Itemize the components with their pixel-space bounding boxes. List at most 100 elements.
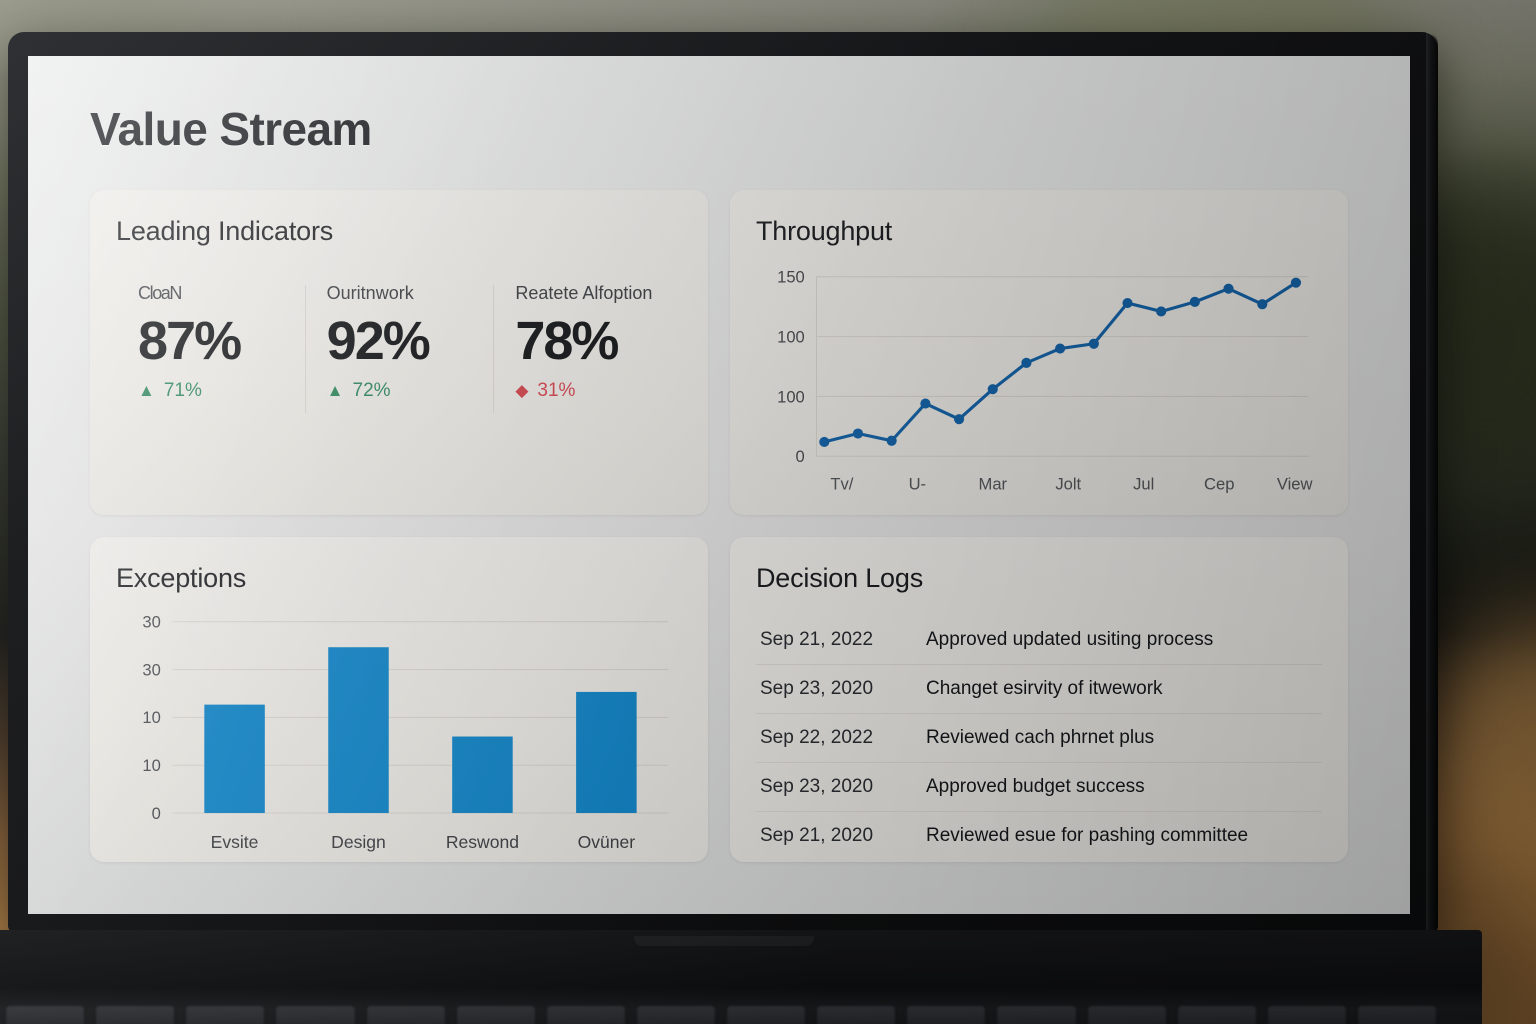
keyboard-key: [727, 1006, 806, 1024]
bar-category-label: Design: [331, 832, 386, 852]
kpi-label: Reatete Alfoption: [515, 283, 653, 303]
line-data-point: [920, 398, 931, 409]
decision-log-row[interactable]: Sep 22, 2022 Reviewed cach phrnet plus: [756, 714, 1322, 763]
log-date: Sep 21, 2020: [760, 825, 874, 846]
keyboard-key: [1087, 1006, 1166, 1024]
kpi-metric[interactable]: Reatete Alfoption 78% ◆ 31%: [493, 283, 682, 413]
line-data-point: [819, 436, 830, 447]
kpi-delta-value: 31%: [537, 379, 576, 401]
line-data-point: [1122, 297, 1133, 309]
keyboard-key: [817, 1006, 896, 1024]
x-axis-tick-label: View: [1277, 474, 1314, 493]
card-title-leading-indicators: Leading Indicators: [116, 216, 334, 246]
decision-log-row[interactable]: Sep 21, 2022 Approved updated usiting pro…: [756, 616, 1322, 665]
bar: [576, 691, 637, 814]
laptop-lid-edge: [1426, 32, 1438, 932]
keyboard-key: [1177, 1006, 1256, 1024]
kpi-label: CloaN: [138, 283, 182, 303]
y-axis-tick-label: 0: [152, 804, 161, 823]
keyboard-key: [1267, 1006, 1346, 1024]
decision-logs-list: Sep 21, 2022 Approved updated usiting pro…: [756, 612, 1322, 860]
throughput-chart[interactable]: 150 100 100 0 Tv/U- Mar Jolt Jul Cep View: [756, 265, 1322, 509]
card-throughput: Throughput 150 100 100 0 Tv/U- Mar Jolt Jul Cep V…: [730, 190, 1348, 515]
line-data-point: [954, 414, 965, 425]
log-date: Sep 23, 2020: [760, 776, 874, 797]
log-date: Sep 22, 2022: [760, 727, 874, 748]
keyboard-key: [456, 1006, 535, 1024]
card-decision-logs: Decision Logs Sep 21, 2022 Approved updat…: [730, 537, 1348, 862]
line-data-point: [1223, 283, 1234, 294]
x-axis-tick-label: Cep: [1204, 474, 1234, 493]
card-exceptions: Exceptions 30 30 10 10 0 Evsite Design Reswond O…: [90, 537, 708, 862]
y-axis-tick-label: 150: [777, 268, 805, 287]
keyboard-key: [276, 1006, 355, 1024]
x-axis-tick-label: U-: [909, 474, 927, 493]
line-data-point: [1055, 343, 1066, 354]
line-data-point: [1290, 277, 1302, 288]
line-series-path: [822, 281, 1298, 444]
kpi-value: 78%: [515, 311, 619, 371]
bar-category-label: Reswond: [446, 832, 519, 852]
bar: [328, 647, 389, 814]
log-text: Approved updated usiting process: [926, 629, 1214, 650]
log-text: Reviewed cach phrnet plus: [926, 727, 1155, 748]
kpi-metric[interactable]: Ouritnwork 92% ▲ 72%: [304, 283, 494, 413]
log-text: Approved budget success: [926, 776, 1145, 797]
card-title-exceptions: Exceptions: [116, 563, 247, 593]
line-data-point: [1021, 357, 1032, 368]
bar-category-label: Ovüner: [578, 832, 636, 852]
line-data-point: [1189, 296, 1200, 307]
laptop-screen: Value Stream Leading Indicators CloaN 87…: [28, 56, 1410, 914]
arrow-up-icon: ▲: [326, 381, 344, 401]
bar: [204, 704, 265, 814]
x-axis-tick-label: Mar: [979, 474, 1008, 493]
keyboard-key: [1357, 1006, 1436, 1024]
line-chart-svg: 150 100 100 0 Tv/U- Mar Jolt Jul Cep View: [777, 268, 1314, 494]
laptop-base-notch: [634, 936, 814, 946]
kpi-delta-value: 71%: [163, 379, 202, 401]
kpi-value: 92%: [326, 311, 431, 371]
decision-log-row[interactable]: Sep 23, 2020 Approved budget success: [756, 763, 1322, 812]
diamond-icon: ◆: [515, 381, 529, 401]
keyboard-key: [997, 1006, 1076, 1024]
dashboard-page: Value Stream Leading Indicators CloaN 87…: [28, 56, 1410, 914]
page-title: Value Stream: [90, 103, 372, 155]
laptop-base: [0, 930, 1482, 1024]
decision-log-row[interactable]: Sep 23, 2020 Changet esirvity of itwework: [756, 665, 1322, 714]
log-text: Reviewed esue for pashing committee: [926, 825, 1249, 846]
y-axis-tick-label: 100: [777, 387, 805, 406]
kpi-value: 87%: [138, 311, 242, 371]
kpi-label: Ouritnwork: [326, 283, 414, 303]
x-axis-tick-label: Jolt: [1055, 474, 1081, 493]
kpi-delta: ▲ 71%: [138, 380, 283, 402]
keyboard-key: [546, 1006, 625, 1024]
keyboard-key: [96, 1006, 175, 1024]
line-data-point: [1156, 306, 1167, 317]
bar-chart-svg: 30 30 10 10 0 Evsite Design Reswond Ovüner: [142, 613, 669, 852]
line-data-point: [852, 428, 864, 439]
kpi-metric[interactable]: CloaN 87% ▲ 71%: [116, 283, 305, 402]
y-axis-tick-label: 30: [142, 660, 160, 679]
dashboard-grid: Leading Indicators CloaN 87% ▲ 71%: [90, 190, 1348, 862]
keyboard-key: [186, 1006, 265, 1024]
exceptions-chart[interactable]: 30 30 10 10 0 Evsite Design Reswond Ovüner: [116, 612, 682, 862]
card-title-throughput: Throughput: [756, 216, 893, 246]
kpi-delta-value: 72%: [352, 379, 391, 401]
log-text: Changet esirvity of itwework: [926, 678, 1163, 699]
kpi-delta: ▲ 72%: [327, 380, 472, 402]
y-axis-tick-label: 100: [777, 327, 805, 346]
keyboard-key: [907, 1006, 986, 1024]
y-axis-tick-label: 30: [142, 613, 160, 632]
y-axis-tick-label: 10: [142, 756, 160, 775]
keyboard-key: [6, 1006, 85, 1024]
kpi-row: CloaN 87% ▲ 71% Ouritnwork 92%: [116, 265, 682, 495]
line-data-point: [886, 435, 897, 446]
line-data-point: [1088, 338, 1099, 349]
bar: [452, 736, 513, 814]
kpi-delta: ◆ 31%: [515, 380, 660, 402]
keyboard-key: [366, 1006, 445, 1024]
keyboard-row: [6, 1006, 1436, 1024]
card-title-decision-logs: Decision Logs: [756, 563, 923, 593]
decision-log-row[interactable]: Sep 21, 2020 Reviewed esue for pashing co…: [756, 812, 1322, 860]
